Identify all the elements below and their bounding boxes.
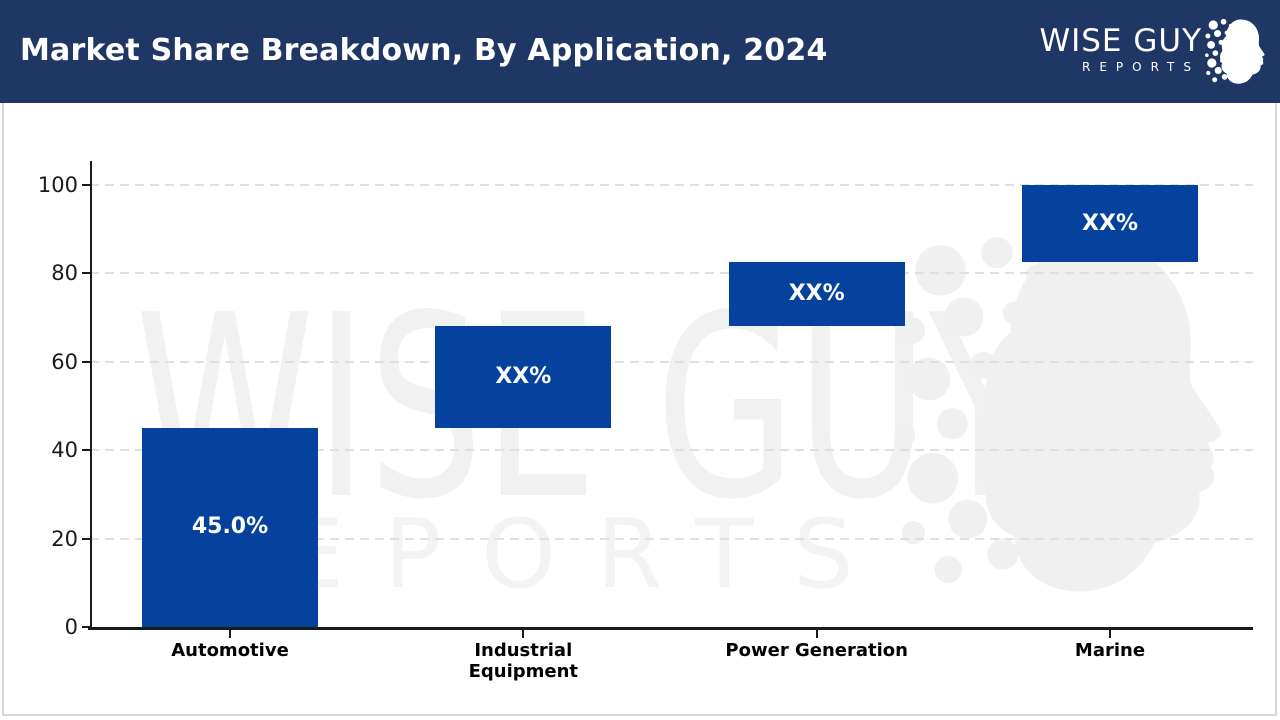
y-tick-mark-40: [82, 449, 90, 452]
y-tick-label-80: 80: [51, 261, 78, 286]
x-axis-label-1: Automotive: [115, 640, 345, 661]
gridline-y-60: [90, 360, 1253, 363]
header-bar: Market Share Breakdown, By Application, …: [0, 0, 1280, 103]
x-tick-mark-3: [815, 630, 818, 638]
page-title: Market Share Breakdown, By Application, …: [20, 33, 828, 68]
x-tick-mark-2: [522, 630, 525, 638]
chart-bar-1: [142, 428, 318, 627]
y-tick-label-100: 100: [37, 173, 78, 197]
x-axis-label-3: Power Generation: [702, 640, 932, 661]
bar-value-label-3: XX%: [788, 281, 845, 307]
bar-value-label-1: 45.0%: [191, 514, 269, 540]
y-tick-mark-0: [82, 626, 90, 628]
y-tick-mark-100: [82, 184, 90, 186]
x-axis-line: [88, 627, 1253, 630]
x-axis-label-line: Power Generation: [725, 640, 908, 661]
y-tick-label-0: 0: [64, 615, 78, 639]
x-axis-label-line: Automotive: [171, 640, 289, 661]
gridline-y-40: [90, 449, 1253, 452]
x-axis-label-line: Industrial: [474, 640, 573, 661]
y-tick-label-60: 60: [51, 349, 78, 374]
x-axis-label-line: Marine: [1074, 640, 1146, 661]
bar-value-label-4: XX%: [1082, 211, 1138, 236]
logo-line2: REPORTS: [1081, 60, 1200, 75]
x-tick-mark-1: [229, 630, 231, 638]
waterfall-chart: WISE GUY REPORTS 45.0% XX% XX% XX% 0 20 40 60 8…: [0, 103, 1280, 716]
x-axis-label-4: Marine: [995, 640, 1225, 661]
wise-guy-head-icon: [1205, 18, 1265, 84]
x-tick-mark-4: [1109, 630, 1111, 638]
logo-line1: WISE GUY: [1039, 23, 1202, 59]
y-axis-line: [90, 161, 92, 629]
y-tick-mark-20: [82, 537, 90, 540]
y-tick-mark-80: [82, 272, 90, 275]
head-watermark: [895, 237, 1221, 592]
y-tick-label-20: 20: [51, 526, 78, 551]
chart-bar-4: [1022, 185, 1198, 263]
x-axis-label-line: Equipment: [468, 661, 579, 683]
x-axis-label-2: Industrial Equipment: [408, 640, 638, 682]
gridline-y-20: [90, 537, 1253, 540]
y-tick-label-40: 40: [51, 438, 78, 463]
logo-wordmark: WISE GUY REPORTS: [1039, 24, 1202, 74]
gridline-y-100: [90, 184, 1253, 186]
chart-bar-3: [728, 262, 905, 327]
y-tick-mark-60: [82, 360, 90, 363]
bar-value-label-2: XX%: [495, 364, 552, 390]
gridline-y-80: [90, 272, 1253, 275]
chart-bar-2: [435, 326, 612, 429]
wise-guy-logo: WISE GUY REPORTS: [1018, 6, 1268, 98]
